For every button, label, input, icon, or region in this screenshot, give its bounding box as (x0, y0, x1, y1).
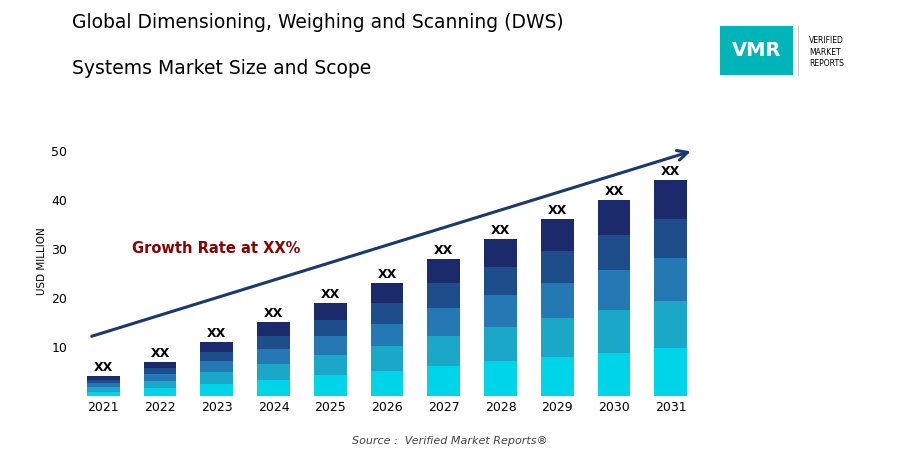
Bar (654, 348, 688, 396)
Text: XX: XX (377, 268, 397, 281)
Bar (143, 362, 176, 368)
Bar (257, 349, 290, 364)
Bar (428, 259, 460, 284)
Bar (428, 284, 460, 308)
Bar (371, 303, 403, 324)
Bar (201, 342, 233, 352)
Bar (428, 308, 460, 336)
Bar (314, 303, 346, 320)
Bar (598, 235, 631, 270)
Text: Growth Rate at XX%: Growth Rate at XX% (131, 241, 300, 256)
Bar (371, 324, 403, 347)
Bar (598, 200, 631, 235)
Text: XX: XX (207, 327, 227, 340)
Bar (371, 371, 403, 396)
Text: XX: XX (605, 184, 624, 198)
Bar (201, 361, 233, 372)
Bar (143, 388, 176, 396)
Bar (428, 366, 460, 396)
Bar (371, 346, 403, 371)
Bar (314, 336, 346, 355)
Bar (86, 387, 120, 392)
Bar (654, 219, 688, 258)
Bar (598, 270, 631, 310)
Text: XX: XX (434, 243, 454, 256)
Bar (257, 336, 290, 349)
Bar (541, 251, 573, 283)
Bar (143, 368, 176, 374)
Text: Source :  Verified Market Reports®: Source : Verified Market Reports® (352, 436, 548, 446)
Bar (314, 355, 346, 375)
Bar (654, 180, 688, 219)
Bar (257, 364, 290, 380)
Bar (541, 318, 573, 357)
Text: MARKET: MARKET (809, 48, 841, 57)
Bar (428, 336, 460, 366)
Bar (484, 327, 517, 361)
Y-axis label: USD MILLION: USD MILLION (37, 227, 47, 295)
Bar (201, 384, 233, 396)
Bar (257, 380, 290, 396)
Bar (598, 353, 631, 396)
Bar (654, 258, 688, 301)
Bar (484, 267, 517, 296)
Text: XX: XX (491, 224, 510, 237)
Text: Systems Market Size and Scope: Systems Market Size and Scope (72, 58, 371, 77)
Bar (541, 357, 573, 396)
Bar (484, 239, 517, 267)
Bar (86, 383, 120, 387)
Bar (314, 320, 346, 336)
Bar (86, 380, 120, 383)
Bar (541, 283, 573, 318)
Text: XX: XX (94, 361, 112, 374)
Bar (201, 372, 233, 384)
Text: XX: XX (264, 307, 284, 320)
Text: VERIFIED: VERIFIED (809, 36, 844, 45)
Bar (314, 375, 346, 396)
Text: REPORTS: REPORTS (809, 59, 844, 68)
Bar (484, 296, 517, 327)
Text: XX: XX (320, 288, 340, 301)
Bar (484, 361, 517, 396)
Bar (86, 392, 120, 396)
Bar (654, 301, 688, 348)
Text: XX: XX (150, 346, 169, 360)
Bar (143, 381, 176, 388)
Bar (257, 322, 290, 336)
Bar (541, 219, 573, 251)
Bar (201, 352, 233, 361)
Bar (86, 376, 120, 380)
Bar (143, 374, 176, 381)
Bar (371, 283, 403, 303)
Bar (598, 310, 631, 353)
Text: XX: XX (547, 204, 567, 217)
Text: XX: XX (662, 165, 680, 178)
FancyBboxPatch shape (720, 26, 793, 75)
Text: VMR: VMR (732, 41, 781, 60)
Text: Global Dimensioning, Weighing and Scanning (DWS): Global Dimensioning, Weighing and Scanni… (72, 14, 563, 32)
